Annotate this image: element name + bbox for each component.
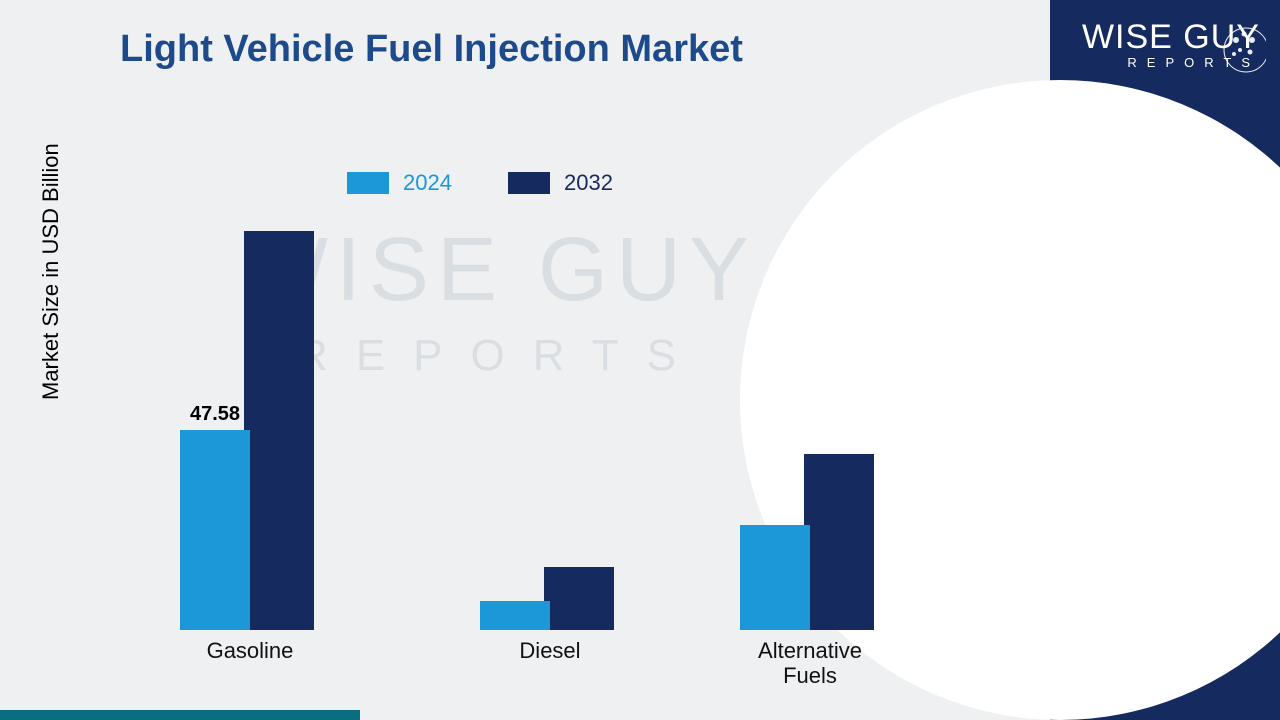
- logo-head-icon: [1206, 20, 1266, 80]
- bar-group: AlternativeFuels: [740, 210, 940, 630]
- legend-label: 2032: [564, 170, 613, 196]
- bar: [244, 231, 314, 630]
- chart-title: Light Vehicle Fuel Injection Market: [120, 28, 743, 71]
- legend: 2024 2032: [0, 170, 960, 199]
- logo: WISE GUY REPORTS: [1082, 18, 1260, 70]
- bar: [544, 567, 614, 630]
- legend-item: 2032: [508, 170, 613, 196]
- bar: [180, 430, 250, 630]
- plot-area: 47.58Gasoline Diesel AlternativeFuels: [100, 210, 950, 630]
- legend-swatch: [347, 172, 389, 194]
- category-label: AlternativeFuels: [710, 638, 910, 689]
- category-label: Diesel: [450, 638, 650, 663]
- legend-item: 2024: [347, 170, 452, 196]
- bar-group: 47.58Gasoline: [180, 210, 380, 630]
- bottom-accent-bar: [0, 710, 360, 720]
- bar: [740, 525, 810, 630]
- chart-canvas: WISE GUY REPORTS Light Vehicle Fuel Inje…: [0, 0, 1280, 720]
- bar-group: Diesel: [480, 210, 680, 630]
- bar: [480, 601, 550, 630]
- bar: [804, 454, 874, 630]
- legend-swatch: [508, 172, 550, 194]
- legend-label: 2024: [403, 170, 452, 196]
- category-label: Gasoline: [150, 638, 350, 663]
- bar-value-label: 47.58: [150, 403, 280, 426]
